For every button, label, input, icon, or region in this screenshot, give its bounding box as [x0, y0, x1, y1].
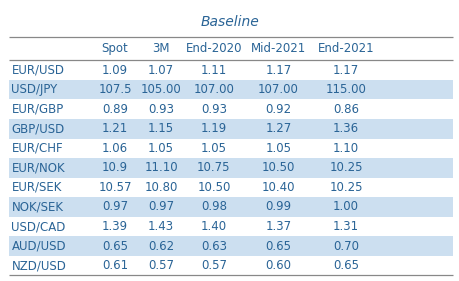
Bar	[9, 139, 452, 158]
Text: 1.40: 1.40	[201, 220, 226, 233]
Text: USD/CAD: USD/CAD	[11, 220, 66, 233]
Text: 0.65: 0.65	[332, 259, 358, 272]
Text: 1.43: 1.43	[148, 220, 174, 233]
Text: 10.40: 10.40	[261, 181, 294, 194]
Text: 10.57: 10.57	[98, 181, 131, 194]
Text: 10.50: 10.50	[197, 181, 230, 194]
Text: 0.70: 0.70	[332, 240, 358, 253]
Bar	[9, 80, 452, 99]
Text: 0.63: 0.63	[201, 240, 226, 253]
Text: 3M: 3M	[152, 42, 169, 55]
Text: 1.05: 1.05	[148, 142, 174, 155]
Text: 10.75: 10.75	[197, 161, 230, 175]
Text: 1.36: 1.36	[332, 122, 358, 135]
Text: 0.57: 0.57	[148, 259, 174, 272]
Text: End-2021: End-2021	[317, 42, 374, 55]
Text: EUR/NOK: EUR/NOK	[11, 161, 65, 175]
Text: 1.07: 1.07	[148, 64, 174, 77]
Text: 0.60: 0.60	[265, 259, 291, 272]
Text: 1.27: 1.27	[264, 122, 291, 135]
Text: NOK/SEK: NOK/SEK	[11, 200, 63, 214]
Text: 0.57: 0.57	[201, 259, 226, 272]
Text: 1.39: 1.39	[102, 220, 128, 233]
Text: 1.21: 1.21	[101, 122, 128, 135]
Bar	[9, 236, 452, 256]
Text: 1.17: 1.17	[332, 64, 358, 77]
Text: 1.05: 1.05	[265, 142, 291, 155]
Bar	[9, 197, 452, 217]
Text: 1.37: 1.37	[265, 220, 291, 233]
Text: 0.93: 0.93	[148, 103, 174, 116]
Text: AUD/USD: AUD/USD	[11, 240, 66, 253]
Bar	[9, 217, 452, 236]
Text: 1.00: 1.00	[332, 200, 358, 214]
Text: 115.00: 115.00	[325, 83, 366, 96]
Bar	[9, 60, 452, 80]
Bar	[9, 158, 452, 178]
Text: 1.17: 1.17	[264, 64, 291, 77]
Text: 1.19: 1.19	[200, 122, 227, 135]
Text: Spot: Spot	[101, 42, 128, 55]
Text: 1.10: 1.10	[332, 142, 358, 155]
Text: 0.99: 0.99	[265, 200, 291, 214]
Text: EUR/CHF: EUR/CHF	[11, 142, 63, 155]
Text: 0.89: 0.89	[102, 103, 128, 116]
Text: 0.62: 0.62	[148, 240, 174, 253]
Text: USD/JPY: USD/JPY	[11, 83, 58, 96]
Text: 1.11: 1.11	[200, 64, 227, 77]
Text: 107.00: 107.00	[257, 83, 298, 96]
Text: EUR/GBP: EUR/GBP	[11, 103, 64, 116]
Text: 10.25: 10.25	[329, 181, 362, 194]
Text: 1.15: 1.15	[148, 122, 174, 135]
Text: 0.97: 0.97	[148, 200, 174, 214]
Text: 0.65: 0.65	[102, 240, 128, 253]
Text: NZD/USD: NZD/USD	[11, 259, 66, 272]
Text: 107.5: 107.5	[98, 83, 131, 96]
Text: 0.93: 0.93	[201, 103, 226, 116]
Text: Mid-2021: Mid-2021	[250, 42, 305, 55]
Text: GBP/USD: GBP/USD	[11, 122, 65, 135]
Bar	[9, 178, 452, 197]
Text: End-2020: End-2020	[185, 42, 241, 55]
Text: Baseline: Baseline	[200, 15, 259, 30]
Text: 0.86: 0.86	[332, 103, 358, 116]
Text: EUR/USD: EUR/USD	[11, 64, 64, 77]
Text: 0.97: 0.97	[102, 200, 128, 214]
Bar	[9, 256, 452, 275]
Text: 1.06: 1.06	[102, 142, 128, 155]
Text: EUR/SEK: EUR/SEK	[11, 181, 62, 194]
Text: 1.31: 1.31	[332, 220, 358, 233]
Text: 0.65: 0.65	[265, 240, 291, 253]
Text: 0.92: 0.92	[265, 103, 291, 116]
Text: 1.09: 1.09	[102, 64, 128, 77]
Text: 10.25: 10.25	[329, 161, 362, 175]
Text: 0.61: 0.61	[102, 259, 128, 272]
Text: 107.00: 107.00	[193, 83, 234, 96]
Text: 10.9: 10.9	[102, 161, 128, 175]
Text: 0.98: 0.98	[201, 200, 226, 214]
Text: 11.10: 11.10	[144, 161, 178, 175]
Text: 1.05: 1.05	[201, 142, 226, 155]
Bar	[9, 119, 452, 139]
Text: 10.50: 10.50	[261, 161, 294, 175]
Bar	[9, 99, 452, 119]
Text: 105.00: 105.00	[140, 83, 181, 96]
Text: 10.80: 10.80	[144, 181, 177, 194]
